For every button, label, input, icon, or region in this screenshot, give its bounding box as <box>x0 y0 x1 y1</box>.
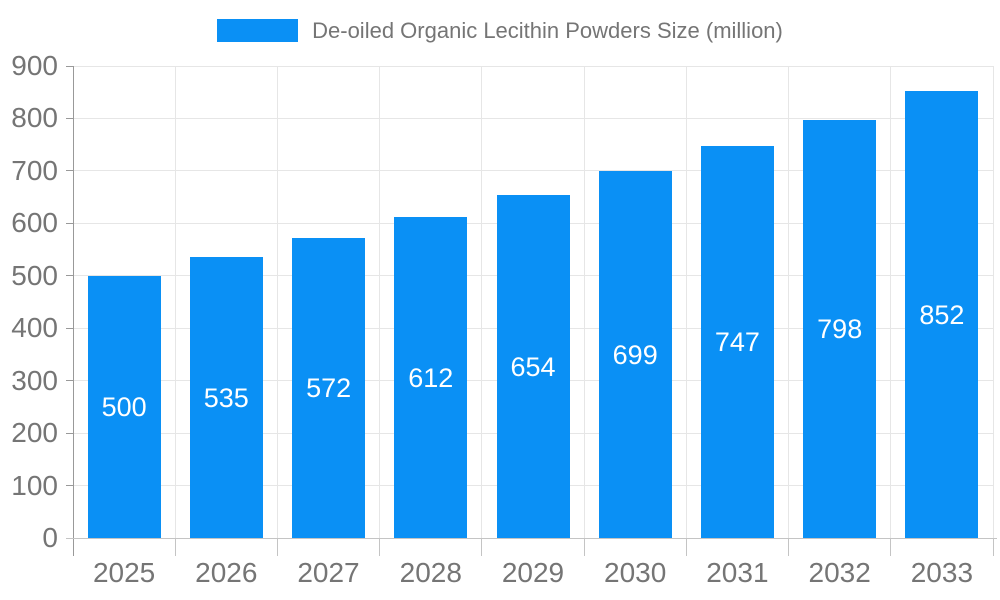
bar-2025[interactable] <box>87 275 161 538</box>
bar-2030[interactable] <box>598 171 672 538</box>
bar-2032[interactable] <box>803 119 877 538</box>
legend-series-label: De-oiled Organic Lecithin Powders Size (… <box>312 18 783 43</box>
x-axis-tick <box>481 538 483 556</box>
y-axis-tick-label: 600 <box>11 207 58 239</box>
x-axis-line <box>66 538 997 539</box>
v-gridline <box>992 66 994 538</box>
chart-legend[interactable]: De-oiled Organic Lecithin Powders Size (… <box>0 17 1000 44</box>
h-gridline <box>73 170 993 172</box>
v-gridline <box>276 66 278 538</box>
x-axis-tick-label: 2031 <box>706 557 769 588</box>
v-gridline <box>174 66 176 538</box>
bar-value-label: 747 <box>714 327 760 358</box>
x-axis-tick <box>788 538 790 556</box>
x-axis-tick <box>992 538 994 556</box>
y-axis-tick <box>66 380 73 382</box>
x-axis-tick <box>890 538 892 556</box>
bar-2028[interactable] <box>394 217 468 538</box>
y-axis-tick <box>66 170 73 172</box>
y-axis-tick <box>66 275 73 277</box>
y-axis-tick <box>66 327 73 329</box>
bar-value-label: 500 <box>101 391 147 422</box>
bar-2026[interactable] <box>189 257 263 538</box>
v-gridline <box>685 66 687 538</box>
bar-value-label: 535 <box>203 382 249 413</box>
h-gridline <box>73 117 993 119</box>
x-axis-tick-label: 2032 <box>808 557 871 588</box>
x-axis-tick-label: 2028 <box>399 557 462 588</box>
x-axis-tick <box>379 538 381 556</box>
bar-value-label: 572 <box>306 373 352 403</box>
v-gridline <box>890 66 892 538</box>
y-axis-tick-label: 200 <box>11 417 58 449</box>
bar-2031[interactable] <box>700 146 774 538</box>
bar-value-label: 798 <box>817 313 863 344</box>
v-gridline <box>379 66 381 538</box>
y-axis-tick-label: 800 <box>11 102 58 134</box>
x-axis-tick-label: 2026 <box>195 557 258 588</box>
bar-value-label: 612 <box>408 362 454 393</box>
x-axis-tick-label: 2025 <box>92 557 156 588</box>
y-axis-tick-label: 100 <box>11 469 58 501</box>
v-gridline <box>583 66 585 538</box>
y-axis-tick-label: 500 <box>11 259 58 291</box>
x-axis-tick <box>276 538 278 556</box>
x-axis-tick-label: 2027 <box>297 557 360 588</box>
y-axis-tick <box>66 222 73 224</box>
y-axis-tick-label: 900 <box>11 50 58 81</box>
bar-2027[interactable] <box>292 238 366 538</box>
x-axis-tick-label: 2033 <box>910 557 974 588</box>
y-axis-tick-label: 700 <box>11 154 58 186</box>
bar-value-label: 699 <box>612 339 658 370</box>
y-axis-tick-label: 300 <box>11 364 58 396</box>
y-axis-line <box>72 66 74 556</box>
v-gridline <box>788 66 790 538</box>
y-axis-tick-label: 400 <box>11 312 58 344</box>
x-axis-tick <box>685 538 687 556</box>
y-axis-tick-label: 0 <box>42 522 58 553</box>
bar-value-label: 654 <box>510 351 556 382</box>
legend-swatch-icon <box>217 19 299 42</box>
bar-2033[interactable] <box>905 91 979 538</box>
x-axis-tick-label: 2029 <box>501 557 565 588</box>
v-gridline <box>481 66 483 538</box>
x-axis-tick <box>174 538 176 556</box>
x-axis-tick-label: 2030 <box>604 557 667 588</box>
bar-value-label: 852 <box>919 299 965 330</box>
y-axis-tick <box>66 485 73 487</box>
bar-2029[interactable] <box>496 195 570 538</box>
x-axis-tick <box>583 538 585 556</box>
y-axis-tick <box>66 432 73 434</box>
h-gridline <box>73 65 993 67</box>
y-axis-tick <box>66 117 73 119</box>
y-axis-tick <box>66 65 73 67</box>
